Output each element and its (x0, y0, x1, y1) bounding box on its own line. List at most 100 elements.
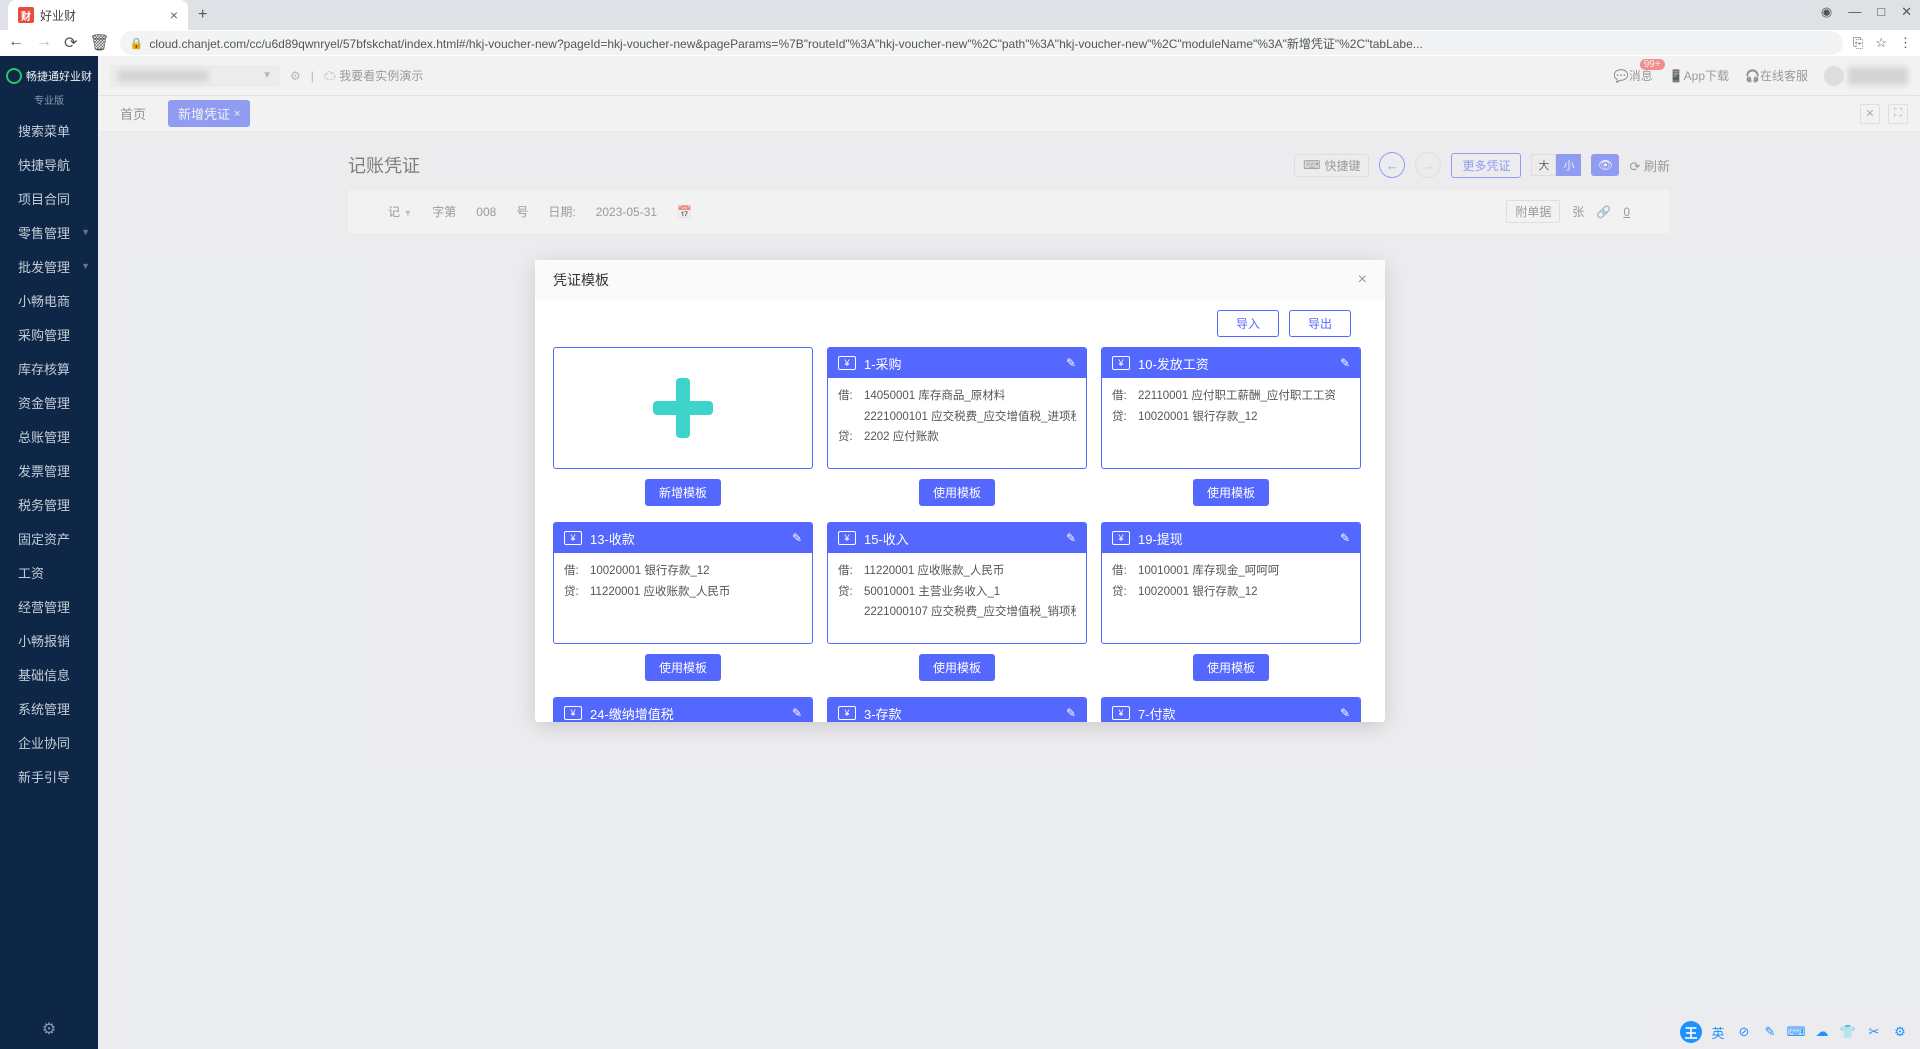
export-button[interactable]: 导出 (1289, 310, 1351, 337)
close-window-icon[interactable]: ✕ (1901, 4, 1912, 20)
back-icon[interactable]: ← (8, 33, 24, 53)
maximize-icon[interactable]: □ (1877, 4, 1885, 20)
window-controls: ◉ — □ ✕ (1821, 4, 1912, 20)
ime-icon-7[interactable]: ⚙ (1890, 1022, 1910, 1042)
edit-icon[interactable]: ✎ (1340, 531, 1350, 545)
reload-icon[interactable]: ⟳ (64, 33, 77, 53)
template-title: 24-缴纳增值税 (590, 704, 674, 723)
template-line: 借:11220001 应收账款_人民币 (838, 561, 1076, 582)
edit-icon[interactable]: ✎ (1066, 706, 1076, 720)
account-icon[interactable]: ◉ (1821, 4, 1832, 20)
template-cell: ¥15-收入 ✎ 借:11220001 应收账款_人民币贷:50010001 主营业… (827, 522, 1087, 681)
forward-icon[interactable]: → (36, 33, 52, 53)
template-cell: ¥24-缴纳增值税✎借:22210002 应交税费_未交增值税 (553, 697, 813, 722)
ime-icon-5[interactable]: 👕 (1838, 1022, 1858, 1042)
template-card[interactable]: ¥7-付款✎借:2202 应付账款 (1101, 697, 1361, 722)
new-tab-button[interactable]: + (188, 6, 217, 24)
template-card-body: 借:14050001 库存商品_原材料2221000101 应交税费_应交增值税… (828, 378, 1086, 456)
url-bar[interactable]: 🔒 cloud.chanjet.com/cc/u6d89qwnryel/57bf… (120, 31, 1843, 55)
template-cell: ¥19-提现✎借:10010001 库存现金_呵呵呵贷:10020001 银行存… (1101, 522, 1361, 681)
template-card-body: 借:10010001 库存现金_呵呵呵贷:10020001 银行存款_12 (1102, 553, 1360, 610)
ime-icon-1[interactable]: ⊘ (1734, 1022, 1754, 1042)
template-card[interactable]: ¥24-缴纳增值税✎借:22210002 应交税费_未交增值税 (553, 697, 813, 722)
template-line: 贷:50010001 主营业务收入_1 (838, 582, 1076, 603)
tab-title: 好业财 (40, 7, 164, 24)
favicon: 财 (18, 7, 34, 23)
ime-main-icon[interactable]: 王 (1680, 1021, 1702, 1043)
template-title: 13-收款 (590, 529, 635, 548)
use-template-button[interactable]: 使用模板 (645, 654, 721, 681)
url-text: cloud.chanjet.com/cc/u6d89qwnryel/57bfsk… (149, 35, 1422, 52)
template-line: 2221000101 应交税费_应交增值税_进项税额 (838, 407, 1076, 428)
edit-icon[interactable]: ✎ (792, 531, 802, 545)
plus-icon (653, 378, 713, 438)
template-line: 贷:10020001 银行存款_12 (1112, 582, 1350, 603)
template-card-header: ¥13-收款✎ (554, 523, 812, 553)
template-type-icon: ¥ (1112, 706, 1130, 720)
minimize-icon[interactable]: — (1848, 4, 1861, 20)
edit-icon[interactable]: ✎ (1066, 531, 1076, 545)
new-template-button[interactable]: 新增模板 (645, 479, 721, 506)
template-type-icon: ¥ (838, 706, 856, 720)
template-line: 贷:2202 应付账款 (838, 427, 1076, 448)
template-card-body: 借:22110001 应付职工薪酬_应付职工工资贷:10020001 银行存款_… (1102, 378, 1360, 435)
ime-icon-2[interactable]: ✎ (1760, 1022, 1780, 1042)
modal-title: 凭证模板 (553, 270, 609, 290)
template-card[interactable]: ¥10-发放工资✎借:22110001 应付职工薪酬_应付职工工资贷:10020… (1101, 347, 1361, 469)
edit-icon[interactable]: ✎ (1340, 356, 1350, 370)
ime-icon-6[interactable]: ✂ (1864, 1022, 1884, 1042)
template-card-body: 借:11220001 应收账款_人民币贷:50010001 主营业务收入_122… (828, 553, 1086, 631)
star-icon[interactable]: ☆ (1875, 35, 1887, 51)
template-card[interactable]: ¥1-采购✎借:14050001 库存商品_原材料2221000101 应交税费… (827, 347, 1087, 469)
template-title: 15-收入 (864, 529, 909, 548)
template-card-body: 借:10020001 银行存款_12贷:11220001 应收账款_人民币 (554, 553, 812, 610)
install-icon[interactable]: ⎘ (1853, 35, 1863, 51)
ime-lang[interactable]: 英 (1708, 1022, 1728, 1042)
use-template-button[interactable]: 使用模板 (919, 654, 995, 681)
ime-icon-4[interactable]: ☁ (1812, 1022, 1832, 1042)
template-card-header: ¥1-采购✎ (828, 348, 1086, 378)
edit-icon[interactable]: ✎ (1340, 706, 1350, 720)
modal-actions: 导入 导出 (535, 300, 1385, 347)
browser-chrome: 财 好业财 × + ◉ — □ ✕ ← → ⟳ 🗑 🔒 cloud.chanje… (0, 0, 1920, 56)
template-type-icon: ¥ (1112, 356, 1130, 370)
template-card[interactable]: ¥3-存款✎借:10020001 银行存款_12 (827, 697, 1087, 722)
modal-close-icon[interactable]: × (1358, 271, 1367, 289)
template-line: 贷:10020001 银行存款_12 (1112, 407, 1350, 428)
template-type-icon: ¥ (838, 531, 856, 545)
template-title: 3-存款 (864, 704, 902, 723)
template-card[interactable]: ¥15-收入 ✎ 借:11220001 应收账款_人民币贷:50010001 主营业… (827, 522, 1087, 644)
modal-header: 凭证模板 × (535, 260, 1385, 300)
template-line: 借:22110001 应付职工薪酬_应付职工工资 (1112, 386, 1350, 407)
template-type-icon: ¥ (838, 356, 856, 370)
use-template-button[interactable]: 使用模板 (1193, 654, 1269, 681)
template-card-header: ¥7-付款 ✎ (1102, 698, 1360, 722)
template-line: 2221000107 应交税费_应交增值税_销项税额 (838, 602, 1076, 623)
template-cell: ¥10-发放工资✎借:22110001 应付职工薪酬_应付职工工资贷:10020… (1101, 347, 1361, 506)
template-card[interactable]: ¥19-提现✎借:10010001 库存现金_呵呵呵贷:10020001 银行存… (1101, 522, 1361, 644)
template-title: 7-付款 (1138, 704, 1176, 723)
edit-icon[interactable]: ✎ (792, 706, 802, 720)
template-cell: ¥1-采购✎借:14050001 库存商品_原材料2221000101 应交税费… (827, 347, 1087, 506)
template-type-icon: ¥ (564, 706, 582, 720)
add-template-card[interactable] (553, 347, 813, 469)
delete-icon[interactable]: 🗑 (89, 33, 109, 53)
template-modal: 凭证模板 × 导入 导出 新增模板 ¥1-采购✎借:14050001 库存商品_… (535, 260, 1385, 722)
template-card-header: ¥24-缴纳增值税 ✎ (554, 698, 812, 722)
template-line: 借:14050001 库存商品_原材料 (838, 386, 1076, 407)
template-line: 借:10010001 库存现金_呵呵呵 (1112, 561, 1350, 582)
modal-body: 新增模板 ¥1-采购✎借:14050001 库存商品_原材料2221000101… (535, 347, 1385, 722)
use-template-button[interactable]: 使用模板 (919, 479, 995, 506)
use-template-button[interactable]: 使用模板 (1193, 479, 1269, 506)
modal-overlay[interactable]: 凭证模板 × 导入 导出 新增模板 ¥1-采购✎借:14050001 库存商品_… (0, 56, 1920, 1049)
lock-icon: 🔒 (130, 37, 144, 50)
browser-tab[interactable]: 财 好业财 × (8, 0, 188, 30)
template-card[interactable]: ¥13-收款✎借:10020001 银行存款_12贷:11220001 应收账款… (553, 522, 813, 644)
menu-icon[interactable]: ⋮ (1899, 35, 1912, 51)
import-button[interactable]: 导入 (1217, 310, 1279, 337)
template-line: 贷:11220001 应收账款_人民币 (564, 582, 802, 603)
tab-close-icon[interactable]: × (170, 7, 178, 23)
template-type-icon: ¥ (1112, 531, 1130, 545)
ime-icon-3[interactable]: ⌨ (1786, 1022, 1806, 1042)
edit-icon[interactable]: ✎ (1066, 356, 1076, 370)
